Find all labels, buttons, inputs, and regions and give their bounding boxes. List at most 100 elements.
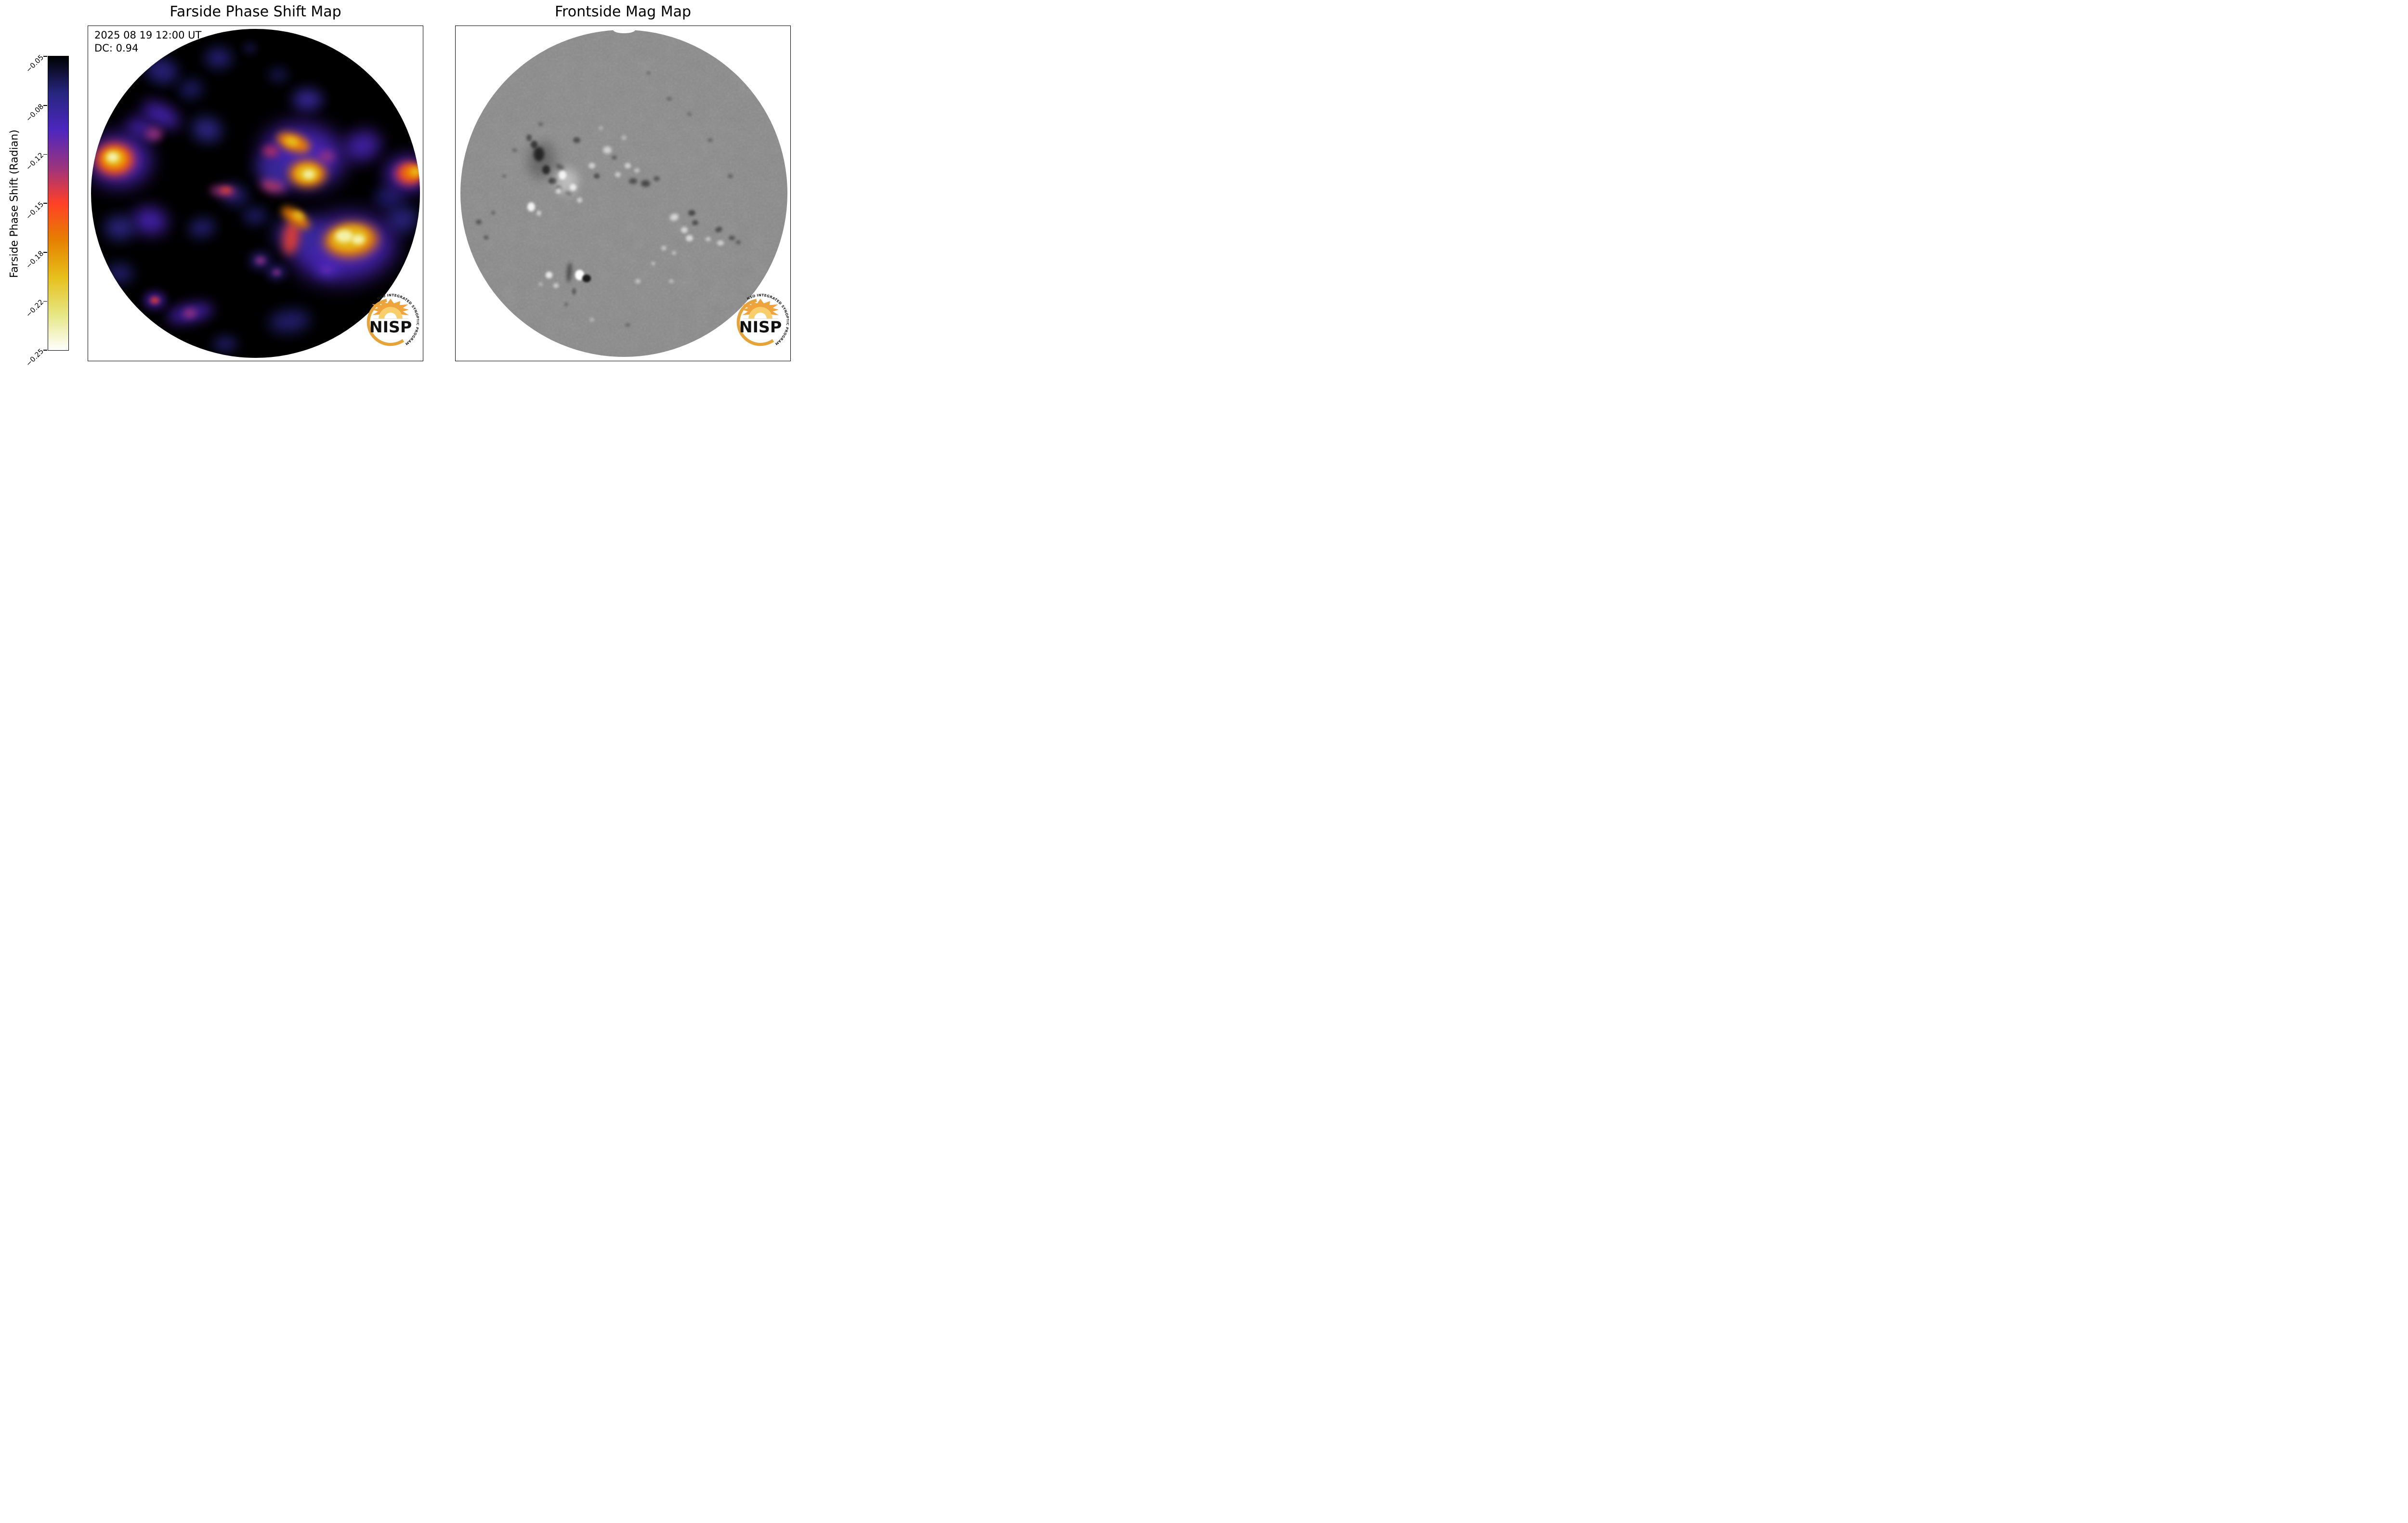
nisp-baseline bbox=[373, 318, 408, 319]
map-feature-blob bbox=[545, 272, 553, 279]
map-feature-blob bbox=[599, 126, 603, 130]
map-feature-blob bbox=[654, 176, 660, 181]
map-feature-blob bbox=[603, 146, 612, 154]
map-feature-blob bbox=[273, 269, 280, 275]
map-feature-blob bbox=[267, 307, 311, 335]
magnetogram-disk-image bbox=[460, 30, 787, 357]
nisp-sun-arch-icon bbox=[384, 312, 397, 319]
map-feature-blob bbox=[318, 150, 335, 163]
nisp-logo-graphic: NSO INTEGRATED SYNOPTIC PROGRAM NISP bbox=[366, 293, 420, 346]
map-feature-blob bbox=[624, 162, 631, 169]
colorbar-tick-mark bbox=[43, 251, 47, 253]
map-feature-blob bbox=[573, 137, 580, 143]
map-feature-blob bbox=[244, 44, 256, 53]
map-feature-blob bbox=[491, 211, 495, 215]
colorbar-tick-label: −0.05 bbox=[24, 53, 45, 75]
map-feature-blob bbox=[575, 270, 584, 281]
map-feature-blob bbox=[572, 288, 576, 295]
map-feature-blob bbox=[669, 279, 674, 284]
map-feature-blob bbox=[707, 138, 713, 142]
map-feature-blob bbox=[537, 210, 541, 216]
map-feature-blob bbox=[589, 162, 595, 169]
map-feature-blob bbox=[388, 206, 418, 233]
map-feature-blob bbox=[685, 235, 693, 241]
map-feature-blob bbox=[692, 220, 698, 226]
map-feature-blob bbox=[150, 297, 160, 304]
magnetogram-noise-texture bbox=[460, 30, 787, 357]
map-feature-blob bbox=[666, 97, 672, 101]
map-feature-blob bbox=[646, 71, 651, 75]
colorbar-tick-mark bbox=[43, 203, 47, 204]
colorbar-tick-mark bbox=[43, 56, 47, 57]
map-feature-blob bbox=[635, 279, 641, 284]
map-feature-blob bbox=[629, 178, 637, 184]
map-feature-blob bbox=[582, 274, 591, 283]
nisp-baseline bbox=[743, 318, 778, 319]
map-feature-blob bbox=[589, 318, 594, 322]
map-feature-blob bbox=[484, 236, 489, 240]
colorbar-tick-label: −0.12 bbox=[24, 151, 45, 172]
map-feature-blob bbox=[728, 174, 733, 178]
map-feature-blob bbox=[736, 240, 741, 245]
colorbar-tick-mark bbox=[43, 105, 47, 106]
map-feature-blob bbox=[625, 323, 631, 328]
map-feature-blob bbox=[534, 147, 544, 161]
map-feature-blob bbox=[577, 197, 583, 203]
map-feature-blob bbox=[302, 170, 315, 179]
map-feature-blob bbox=[269, 69, 288, 81]
map-feature-blob bbox=[178, 78, 205, 101]
farside-timestamp: 2025 08 19 12:00 UT bbox=[94, 29, 202, 41]
map-feature-blob bbox=[186, 215, 217, 240]
map-feature-blob bbox=[410, 167, 420, 176]
map-feature-blob bbox=[530, 140, 537, 148]
map-feature-blob bbox=[256, 257, 265, 264]
left-panel-title: Farside Phase Shift Map bbox=[170, 3, 341, 20]
map-feature-blob bbox=[688, 210, 696, 216]
map-feature-blob bbox=[661, 246, 667, 250]
map-feature-blob bbox=[563, 302, 569, 307]
map-feature-blob bbox=[131, 205, 170, 237]
map-feature-blob bbox=[570, 184, 577, 191]
map-feature-blob bbox=[651, 261, 656, 265]
colorbar-tick-label: −0.15 bbox=[24, 200, 45, 222]
map-feature-blob bbox=[542, 165, 550, 175]
map-feature-blob bbox=[351, 234, 365, 245]
map-feature-blob bbox=[641, 180, 651, 187]
map-feature-blob bbox=[105, 216, 135, 240]
colorbar-tick-labels: −0.05 −0.08 −0.12 −0.15 −0.18 −0.22 −0.25 bbox=[0, 53, 45, 368]
nisp-logo: NSO INTEGRATED SYNOPTIC PROGRAM NISP bbox=[732, 293, 790, 351]
nisp-logo: NSO INTEGRATED SYNOPTIC PROGRAM NISP bbox=[362, 293, 420, 351]
map-feature-blob bbox=[205, 48, 232, 68]
map-feature-blob bbox=[106, 263, 133, 283]
map-feature-blob bbox=[681, 227, 688, 233]
farside-annotation: 2025 08 19 12:00 UT DC: 0.94 bbox=[94, 29, 201, 55]
map-feature-blob bbox=[512, 148, 518, 152]
colorbar-tick-label: −0.22 bbox=[24, 298, 45, 319]
map-feature-blob bbox=[292, 89, 323, 110]
map-feature-blob bbox=[549, 177, 557, 184]
colorbar-gradient bbox=[48, 56, 69, 351]
map-feature-blob bbox=[527, 202, 535, 211]
map-feature-blob bbox=[621, 135, 627, 140]
map-feature-blob bbox=[220, 187, 232, 194]
farside-disk-image bbox=[91, 29, 420, 358]
colorbar-tick-mark bbox=[43, 154, 47, 155]
map-feature-blob bbox=[243, 207, 267, 224]
map-feature-blob bbox=[107, 152, 118, 162]
nisp-wordmark: NISP bbox=[739, 318, 782, 336]
colorbar-tick-label: −0.25 bbox=[24, 347, 45, 368]
map-feature-blob bbox=[190, 114, 224, 145]
map-feature-blob bbox=[706, 236, 711, 242]
map-feature-blob bbox=[502, 174, 507, 178]
map-feature-blob bbox=[475, 220, 482, 224]
map-feature-blob bbox=[729, 236, 735, 240]
nisp-sun-arch-icon bbox=[754, 312, 767, 319]
map-feature-blob bbox=[671, 251, 677, 255]
nisp-logo-graphic: NSO INTEGRATED SYNOPTIC PROGRAM NISP bbox=[736, 293, 790, 346]
map-feature-blob bbox=[556, 187, 562, 194]
map-feature-blob bbox=[717, 240, 724, 246]
right-panel-title: Frontside Mag Map bbox=[554, 3, 692, 20]
map-feature-blob bbox=[558, 170, 566, 180]
map-feature-blob bbox=[594, 173, 600, 179]
map-feature-blob bbox=[538, 282, 543, 286]
